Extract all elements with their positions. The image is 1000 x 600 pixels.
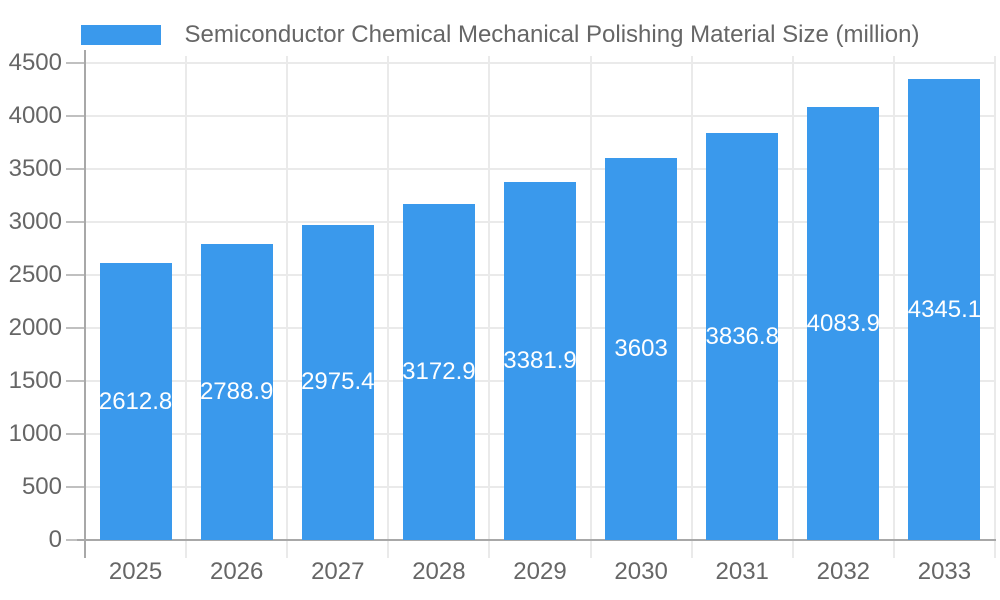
y-tick-mark bbox=[66, 221, 85, 223]
x-tick-label: 2032 bbox=[816, 558, 871, 585]
bar-value-label: 2612.8 bbox=[98, 387, 173, 415]
x-tick-label: 2027 bbox=[311, 558, 365, 585]
bar[interactable] bbox=[706, 133, 779, 540]
y-tick-mark bbox=[66, 433, 85, 435]
bar[interactable] bbox=[908, 79, 981, 540]
x-axis-line bbox=[77, 539, 996, 541]
bar-value-label: 3836.8 bbox=[705, 322, 779, 350]
gridline-h bbox=[85, 115, 995, 117]
bar-value-label: 3381.9 bbox=[503, 346, 577, 374]
x-tick-label: 2029 bbox=[513, 558, 567, 585]
bar[interactable] bbox=[200, 244, 273, 540]
bar[interactable] bbox=[402, 203, 475, 540]
y-tick-label: 1500 bbox=[8, 367, 62, 394]
y-tick-label: 1000 bbox=[8, 420, 62, 447]
bar-value-label: 2788.9 bbox=[199, 378, 274, 406]
bar[interactable] bbox=[605, 158, 678, 540]
y-tick-label: 3000 bbox=[8, 208, 62, 235]
y-tick-label: 500 bbox=[21, 473, 62, 500]
gridline-v bbox=[791, 56, 794, 558]
bar-value-label: 3603 bbox=[614, 335, 668, 363]
gridline-v bbox=[589, 56, 592, 558]
bar[interactable] bbox=[99, 263, 172, 540]
bar[interactable] bbox=[301, 224, 374, 540]
y-tick-label: 4000 bbox=[8, 102, 62, 129]
gridline-v bbox=[488, 56, 491, 558]
gridline-v bbox=[994, 56, 996, 558]
gridline-v bbox=[892, 56, 895, 558]
y-tick-mark bbox=[66, 62, 85, 64]
bar[interactable] bbox=[807, 107, 880, 540]
y-tick-mark bbox=[66, 115, 85, 117]
y-tick-mark bbox=[66, 327, 85, 329]
y-tick-label: 4500 bbox=[8, 49, 62, 76]
bar[interactable] bbox=[504, 181, 576, 540]
x-tick-label: 2026 bbox=[209, 558, 264, 585]
bar-value-label: 4345.1 bbox=[907, 295, 982, 323]
y-tick-label: 0 bbox=[48, 526, 62, 553]
gridline-v bbox=[690, 56, 693, 558]
x-tick-label: 2028 bbox=[412, 558, 466, 585]
x-tick-label: 2033 bbox=[917, 558, 972, 585]
legend-swatch[interactable] bbox=[80, 25, 161, 45]
gridline-h bbox=[85, 168, 995, 170]
y-tick-mark bbox=[66, 380, 85, 382]
y-tick-label: 3500 bbox=[8, 155, 62, 182]
bar-value-label: 4083.9 bbox=[806, 309, 881, 337]
gridline-v bbox=[185, 56, 188, 558]
bar-value-label: 3172.9 bbox=[402, 357, 476, 385]
y-axis-line bbox=[84, 50, 86, 558]
gridline-v bbox=[387, 56, 390, 558]
y-tick-mark bbox=[66, 274, 85, 276]
x-tick-label: 2025 bbox=[108, 558, 163, 585]
y-tick-mark bbox=[66, 539, 85, 541]
gridline-h bbox=[85, 62, 995, 64]
x-tick-label: 2030 bbox=[614, 558, 668, 585]
legend[interactable]: Semiconductor Chemical Mechanical Polish… bbox=[0, 21, 1000, 49]
y-tick-mark bbox=[66, 168, 85, 170]
y-tick-mark bbox=[66, 486, 85, 488]
legend-label[interactable]: Semiconductor Chemical Mechanical Polish… bbox=[184, 21, 920, 48]
y-tick-label: 2500 bbox=[8, 261, 62, 288]
x-tick-label: 2031 bbox=[715, 558, 769, 585]
gridline-v bbox=[286, 56, 289, 558]
y-tick-label: 2000 bbox=[8, 314, 62, 341]
bar-value-label: 2975.4 bbox=[301, 368, 375, 396]
